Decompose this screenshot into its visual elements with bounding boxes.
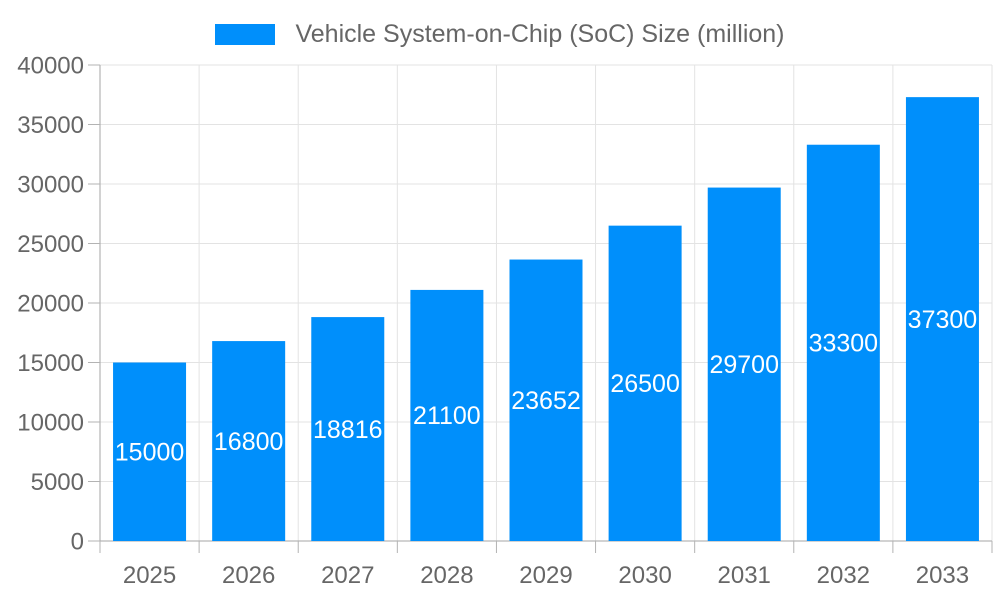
bar-2027[interactable]: [311, 317, 385, 541]
bar-2032[interactable]: [806, 144, 880, 542]
chart-legend[interactable]: Vehicle System-on-Chip (SoC) Size (milli…: [0, 20, 1000, 49]
bar-2026[interactable]: [212, 341, 286, 541]
bar-value-label: 37300: [908, 306, 978, 334]
y-axis-label: 25000: [17, 231, 84, 258]
x-axis-label: 2031: [718, 562, 771, 589]
x-axis-label: 2027: [321, 562, 374, 589]
y-axis-label: 0: [71, 528, 84, 555]
y-axis-label: 20000: [17, 290, 84, 317]
bar-2031[interactable]: [707, 187, 781, 541]
bar-2028[interactable]: [410, 289, 484, 541]
bar-2030[interactable]: [608, 225, 682, 541]
y-axis-label: 15000: [17, 350, 84, 377]
bar-value-label: 26500: [610, 370, 680, 398]
x-axis-label: 2030: [618, 562, 671, 589]
bar-value-label: 33300: [809, 330, 879, 358]
y-axis-label: 10000: [17, 409, 84, 436]
y-axis-label: 30000: [17, 171, 84, 198]
bar-value-label: 16800: [214, 428, 284, 456]
bar-value-label: 21100: [413, 402, 481, 430]
y-axis-label: 5000: [31, 469, 84, 496]
y-axis-label: 35000: [17, 112, 84, 139]
bar-value-label: 15000: [115, 439, 185, 467]
x-axis-label: 2026: [222, 562, 275, 589]
x-axis-label: 2032: [817, 562, 870, 589]
bar-2025[interactable]: [113, 362, 187, 542]
legend-swatch: [215, 24, 276, 45]
x-axis-label: 2029: [519, 562, 572, 589]
bar-2033[interactable]: [905, 97, 979, 541]
bar-value-label: 29700: [709, 351, 779, 379]
bar-value-label: 18816: [313, 416, 383, 444]
x-axis-label: 2025: [123, 562, 176, 589]
y-axis-label: 40000: [17, 52, 84, 79]
bar-2029[interactable]: [509, 259, 583, 541]
bar-value-label: 23652: [511, 387, 581, 415]
x-axis-label: 2028: [420, 562, 473, 589]
x-axis-label: 2033: [916, 562, 969, 589]
legend-label: Vehicle System-on-Chip (SoC) Size (milli…: [295, 20, 785, 48]
